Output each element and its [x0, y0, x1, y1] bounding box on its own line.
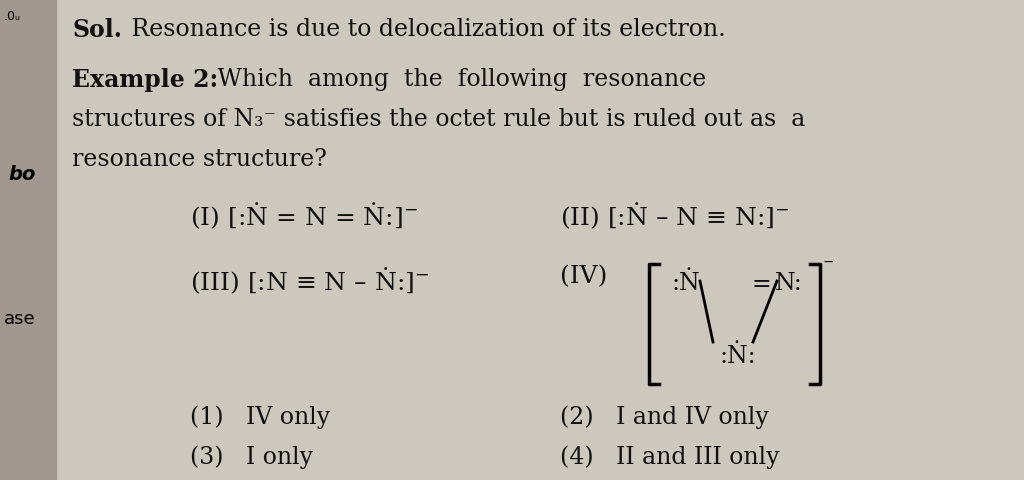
Bar	[0, 0, 56, 480]
Text: Sol.: Sol.	[72, 18, 122, 42]
Text: (I) [:Ṅ = N = Ṅ:]$^{-}$: (I) [:Ṅ = N = Ṅ:]$^{-}$	[190, 200, 418, 230]
Text: structures of N₃⁻ satisfies the octet rule but is ruled out as  a: structures of N₃⁻ satisfies the octet ru…	[72, 108, 805, 131]
Text: (4)   II and III only: (4) II and III only	[560, 444, 779, 468]
Text: resonance structure?: resonance structure?	[72, 148, 327, 171]
Text: (III) [:N ≡ N – Ṅ:]$^{-}$: (III) [:N ≡ N – Ṅ:]$^{-}$	[190, 264, 429, 295]
Text: N:: N:	[775, 271, 803, 294]
Text: (IV): (IV)	[560, 264, 607, 288]
Text: Example 2:: Example 2:	[72, 68, 218, 92]
Text: (1)   IV only: (1) IV only	[190, 404, 331, 428]
Text: Resonance is due to delocalization of its electron.: Resonance is due to delocalization of it…	[124, 18, 726, 41]
Text: :Ṅ:: :Ṅ:	[719, 344, 756, 367]
Text: (3)   I only: (3) I only	[190, 444, 313, 468]
Text: .0ᵤ: .0ᵤ	[4, 10, 22, 23]
Text: (II) [:Ṅ – N ≡ N:]$^{-}$: (II) [:Ṅ – N ≡ N:]$^{-}$	[560, 200, 790, 230]
Text: =: =	[752, 271, 772, 295]
Text: Which  among  the  following  resonance: Which among the following resonance	[210, 68, 707, 91]
Text: :Ṅ: :Ṅ	[672, 271, 700, 294]
Text: ase: ase	[4, 309, 36, 327]
Text: bo: bo	[8, 165, 36, 184]
Text: $^{-}$: $^{-}$	[822, 256, 835, 276]
Text: (2)   I and IV only: (2) I and IV only	[560, 404, 769, 428]
